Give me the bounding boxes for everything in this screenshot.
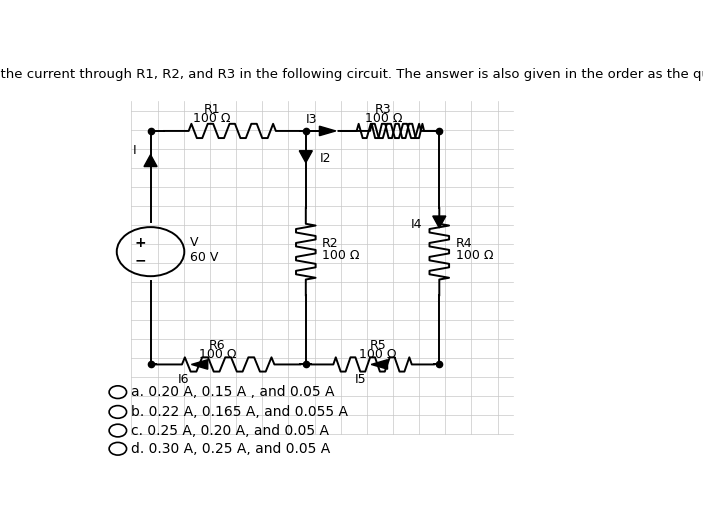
Text: 100 Ω: 100 Ω [365,112,402,125]
Text: I2: I2 [319,152,331,165]
Text: R1: R1 [203,103,220,116]
Text: I5: I5 [354,373,366,386]
Text: V: V [190,236,198,249]
Text: I6: I6 [177,373,189,386]
Text: 100 Ω: 100 Ω [456,249,493,262]
Text: I4: I4 [411,218,422,231]
Polygon shape [191,360,208,369]
Text: 100 Ω: 100 Ω [198,347,236,361]
Text: b. 0.22 A, 0.165 A, and 0.055 A: b. 0.22 A, 0.165 A, and 0.055 A [131,405,349,419]
Text: a. 0.20 A, 0.15 A , and 0.05 A: a. 0.20 A, 0.15 A , and 0.05 A [131,385,335,399]
Polygon shape [371,360,387,369]
Text: R3: R3 [375,103,392,116]
Text: R4: R4 [456,237,472,250]
Text: 100 Ω: 100 Ω [322,249,360,262]
Text: −: − [135,253,146,267]
Text: R5: R5 [370,339,387,352]
Text: R6: R6 [209,339,226,352]
Text: +: + [135,236,146,250]
Text: Find the current through R1, R2, and R3 in the following circuit. The answer is : Find the current through R1, R2, and R3 … [0,68,703,81]
Text: c. 0.25 A, 0.20 A, and 0.05 A: c. 0.25 A, 0.20 A, and 0.05 A [131,424,330,437]
Text: 100 Ω: 100 Ω [359,347,396,361]
Text: R2: R2 [322,237,339,250]
Text: I3: I3 [306,113,317,125]
Polygon shape [299,151,312,162]
Polygon shape [433,216,446,228]
Polygon shape [319,126,336,136]
Polygon shape [144,155,157,167]
Text: I: I [132,144,136,157]
Text: 100 Ω: 100 Ω [193,112,231,125]
Text: d. 0.30 A, 0.25 A, and 0.05 A: d. 0.30 A, 0.25 A, and 0.05 A [131,442,330,456]
Text: 60 V: 60 V [190,251,218,264]
